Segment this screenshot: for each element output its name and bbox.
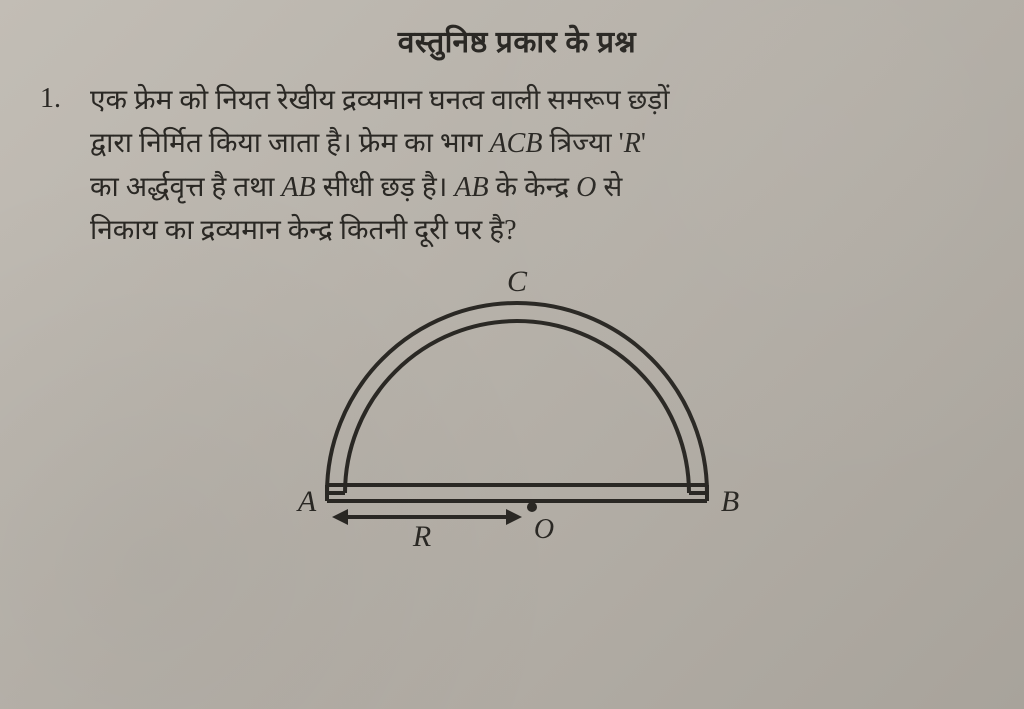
section-heading: वस्तुनिष्ठ प्रकार के प्रश्न: [40, 20, 994, 61]
q-line3c: के केन्द्र: [489, 172, 577, 203]
q-line4: निकाय का द्रव्यमान केन्द्र कितनी दूरी पर…: [90, 215, 517, 246]
q-line2a: द्वारा निर्मित किया जाता है। फ्रेम का भा…: [90, 128, 490, 159]
page: वस्तुनिष्ठ प्रकार के प्रश्न 1. एक फ्रेम …: [0, 0, 1024, 709]
q-r: R: [624, 128, 641, 159]
q-acb: ACB: [490, 128, 543, 159]
q-line2b: त्रिज्या ': [542, 128, 623, 159]
svg-text:B: B: [721, 485, 739, 518]
svg-text:O: O: [534, 514, 554, 545]
diagram-container: C A B O R: [40, 263, 994, 563]
q-line3d: से: [596, 172, 622, 203]
question-row: 1. एक फ्रेम को नियत रेखीय द्रव्यमान घनत्…: [40, 79, 994, 253]
question-text: एक फ्रेम को नियत रेखीय द्रव्यमान घनत्व व…: [90, 79, 994, 253]
q-ab1: AB: [281, 172, 315, 203]
question-number: 1.: [40, 79, 90, 115]
q-line3b: सीधी छड़ है।: [316, 172, 455, 203]
svg-text:C: C: [507, 265, 528, 298]
svg-text:R: R: [412, 520, 431, 553]
q-line1: एक फ्रेम को नियत रेखीय द्रव्यमान घनत्व व…: [90, 85, 669, 116]
svg-text:A: A: [296, 485, 317, 518]
q-ab2: AB: [454, 172, 488, 203]
semicircle-diagram: C A B O R: [262, 263, 772, 563]
q-line2c: ': [641, 128, 646, 159]
q-o: O: [576, 172, 596, 203]
q-line3a: का अर्द्धवृत्त है तथा: [90, 172, 281, 203]
